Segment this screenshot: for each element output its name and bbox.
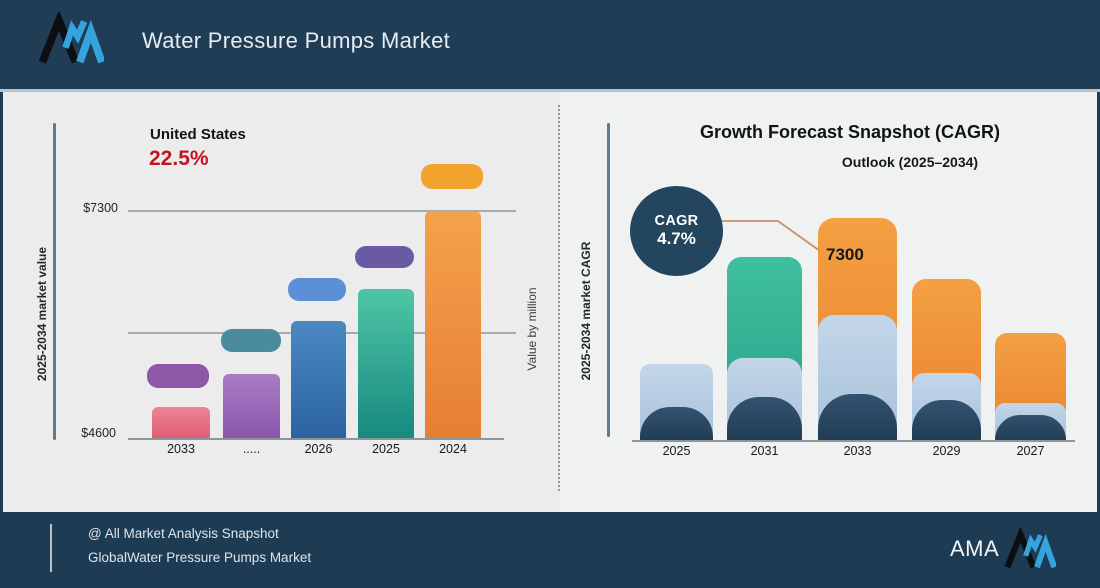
total-annotation-7300: 7300 [826, 245, 864, 264]
header-bar: Water Pressure Pumps Market [0, 0, 1100, 92]
right-chart-title: Growth Forecast Snapshot (CAGR) [699, 122, 1000, 142]
left-x-label-2026: 2026 [304, 442, 333, 456]
left-bar-2024 [425, 211, 481, 438]
panel-divider [558, 105, 560, 491]
y-tick-7300: $7300 [83, 201, 118, 215]
left-gridline-0 [128, 210, 516, 212]
footer-line1: @ All Market Analysis Snapshot [88, 526, 279, 541]
left-bar-..... [223, 374, 280, 438]
left-chart-highlight-value: 22.5% [149, 147, 209, 170]
left-x-label-2025: 2025 [372, 442, 400, 456]
right-y-axis-line [607, 123, 610, 437]
left-bar-cap-2025 [355, 246, 414, 268]
footer-bar: @ All Market Analysis Snapshot GlobalWat… [0, 512, 1100, 588]
right-x-label-2033: 2033 [843, 444, 872, 458]
left-chart-region-title: United States [150, 126, 246, 143]
left-bar-2026 [291, 321, 346, 438]
footer-line2: GlobalWater Pressure Pumps Market [88, 550, 312, 565]
left-y-axis-line [53, 123, 56, 440]
footer-brand-text: AMA [950, 536, 1000, 561]
cagr-badge: CAGR 4.7% [630, 186, 723, 276]
right-bar-2029-seg-navy [912, 400, 981, 440]
right-x-label-2025: 2025 [662, 444, 691, 458]
footer-accent-bar [50, 524, 52, 572]
right-bar-2025-seg-navy [640, 407, 713, 440]
right-chart-subtitle: Outlook (2025–2034) [841, 154, 979, 170]
right-bar-2033-seg-navy [818, 394, 897, 440]
left-x-label-2024: 2024 [439, 442, 467, 456]
right-bar-2027-seg-navy [995, 415, 1066, 440]
right-x-label-2031: 2031 [750, 444, 779, 458]
left-bar-cap-2026 [288, 278, 346, 301]
right-x-label-2027: 2027 [1016, 444, 1045, 458]
left-baseline [128, 438, 504, 440]
left-bar-cap-2024 [421, 164, 483, 189]
left-x-label-.....: ..... [242, 442, 261, 456]
right-bar-2031-seg-navy [727, 397, 802, 440]
right-baseline [632, 440, 1075, 442]
footer-ama-logo-icon [1004, 528, 1056, 570]
left-bar-2025 [358, 289, 414, 438]
right-y-axis-label: 2025-2034 market CAGR [579, 241, 593, 381]
y-tick-4600: $4600 [81, 426, 116, 440]
left-x-label-2033: 2033 [167, 442, 195, 456]
left-bar-cap-..... [221, 329, 281, 352]
left-bar-2033 [152, 407, 210, 438]
left-y-axis-label: 2025-2034 market value [35, 246, 49, 382]
right-x-label-2029: 2029 [932, 444, 961, 458]
left-bar-cap-2033 [147, 364, 209, 388]
cagr-badge-value: 4.7% [657, 229, 696, 248]
cagr-badge-label: CAGR [654, 213, 699, 229]
value-by-million-label: Value by million [525, 287, 539, 371]
ama-logo-icon [38, 12, 104, 66]
page-title: Water Pressure Pumps Market [142, 28, 451, 53]
